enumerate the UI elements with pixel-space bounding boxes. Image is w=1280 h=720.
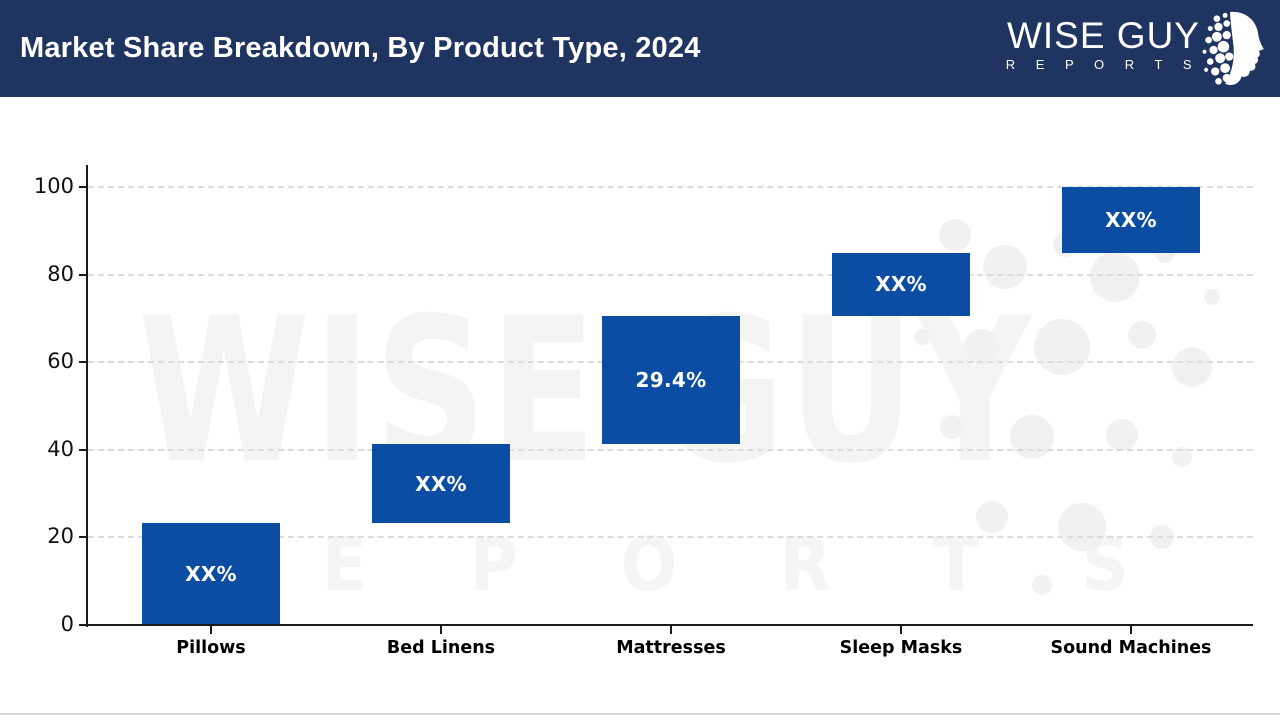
bar-bed-linens: XX% — [372, 444, 510, 523]
x-tick-label: Pillows — [176, 638, 246, 658]
x-tick-label: Bed Linens — [386, 638, 496, 658]
page-title: Market Share Breakdown, By Product Type,… — [20, 32, 701, 64]
bar-value-label: XX% — [875, 272, 927, 297]
watermark-reports-text: R E P O R T S — [168, 522, 1169, 608]
bar-sound-machines: XX% — [1062, 187, 1200, 254]
x-tick-label: Mattresses — [616, 638, 726, 658]
bar-mattresses: 29.4% — [602, 315, 740, 445]
header: Market Share Breakdown, By Product Type,… — [0, 0, 1280, 97]
x-tick-label: Sound Machines — [1050, 638, 1212, 658]
y-tick-label: 60 — [47, 349, 74, 374]
bar-value-label: 29.4% — [635, 367, 707, 392]
x-axis-tick — [900, 626, 902, 634]
gridline-100 — [88, 186, 1253, 189]
watermark-wordmark: WISE GUY — [138, 275, 1034, 508]
y-axis-tick — [79, 273, 87, 276]
gridline-20 — [88, 536, 1253, 539]
y-tick-label: 40 — [47, 436, 74, 461]
bar-value-label: XX% — [415, 471, 467, 496]
bar-value-label: XX% — [185, 562, 237, 586]
logo-text: WISE GUY R E P O R T S — [1006, 16, 1200, 73]
wiseguy-head-icon — [1202, 11, 1264, 85]
y-tick-label: 20 — [47, 524, 74, 549]
y-axis-tick — [79, 448, 87, 451]
x-axis-line — [86, 624, 1253, 626]
x-axis-tick — [440, 626, 442, 634]
bar-value-label: XX% — [1105, 208, 1157, 233]
gridline-40 — [88, 448, 1253, 451]
y-axis-tick — [79, 624, 87, 626]
bar-pillows: XX% — [142, 523, 280, 625]
wise-guy-reports-logo: WISE GUY R E P O R T S — [1006, 4, 1270, 94]
y-tick-label: 100 — [33, 174, 74, 199]
x-axis-tick — [210, 626, 212, 634]
y-axis-tick — [79, 186, 87, 189]
y-tick-label: 80 — [47, 261, 74, 286]
x-axis-tick — [670, 626, 672, 634]
x-axis-tick — [1130, 626, 1132, 634]
bottom-divider — [0, 713, 1280, 715]
gridline-80 — [88, 273, 1253, 276]
logo-reports-text: R E P O R T S — [1005, 57, 1200, 72]
y-axis-line — [86, 165, 88, 627]
y-axis-tick — [79, 361, 87, 364]
y-tick-label: 0 — [60, 612, 74, 636]
y-axis-tick — [79, 536, 87, 539]
logo-wordmark: WISE GUY — [1006, 15, 1200, 56]
x-tick-label: Sleep Masks — [839, 638, 963, 658]
bar-sleep-masks: XX% — [832, 253, 970, 316]
